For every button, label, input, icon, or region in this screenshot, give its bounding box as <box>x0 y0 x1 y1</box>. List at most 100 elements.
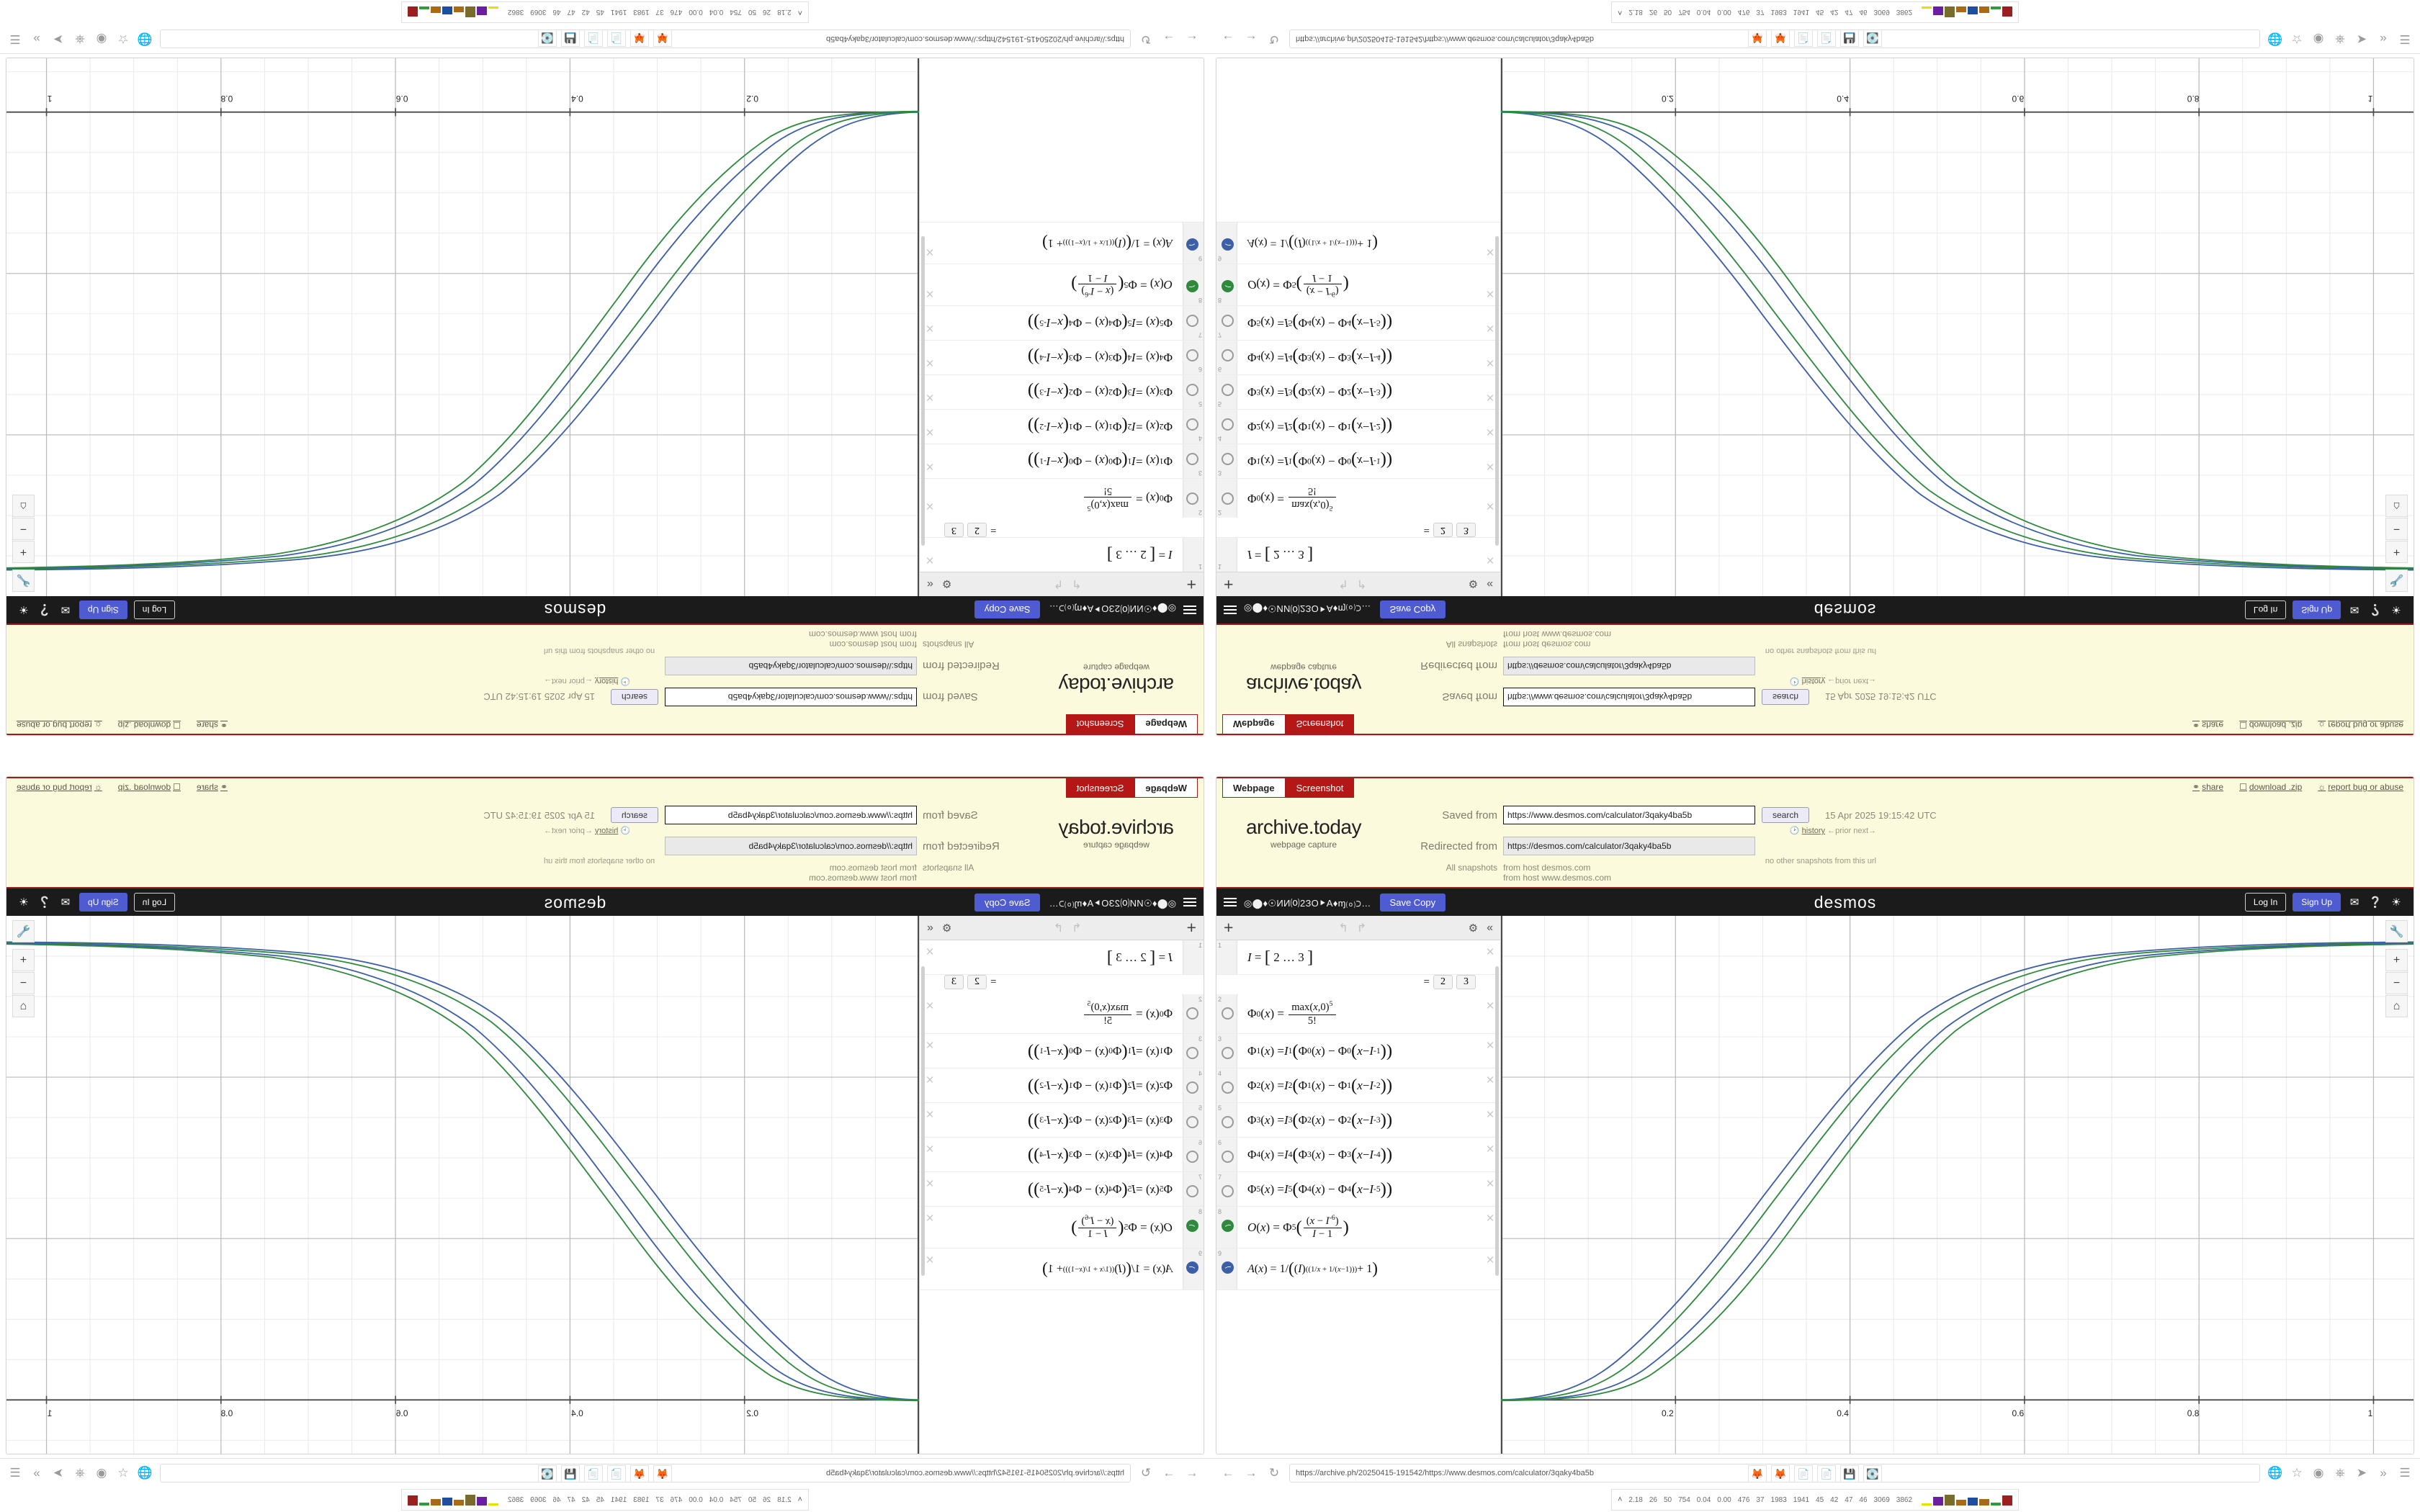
language-globe-icon[interactable]: ☀ <box>19 896 29 909</box>
wrench-icon[interactable]: 🔧 <box>12 920 35 942</box>
graph-title[interactable]: ◎⬤♦☉ИИ⒪2ЗO⯈A♦ɱ⒪⊃… <box>1049 897 1176 909</box>
undo-icon[interactable]: ↰ <box>1063 577 1082 590</box>
expression-scrollbar[interactable] <box>921 236 925 546</box>
star-icon[interactable]: ☆ <box>2291 32 2303 46</box>
expression-math[interactable]: Φ 0(x) = max(x,0)5 5! <box>1237 994 1480 1033</box>
hamburger-menu-icon[interactable]: ☰ <box>2399 1466 2411 1480</box>
delete-expression-icon[interactable]: × <box>1486 1253 1494 1269</box>
share-icon[interactable]: ✉ <box>60 896 71 909</box>
hamburger-menu-icon[interactable] <box>1216 606 1244 614</box>
zoom-in-button[interactable]: + <box>12 949 35 971</box>
expression-row[interactable]: 3 Φ 1(x) = I 1(Φ 0(x) − Φ 0(x − I -1)) × <box>1216 1034 1500 1069</box>
plot-toggle-blue[interactable] <box>1186 1261 1199 1274</box>
gear-icon[interactable]: ⚙ <box>941 922 952 935</box>
taskbar-item-floppy-blue[interactable]: 💾 <box>1840 1465 1859 1482</box>
taskbar-item-firefox[interactable]: 🦊 <box>630 30 649 47</box>
translate-icon[interactable]: 🌐 <box>137 32 153 46</box>
expression-math[interactable]: O(x) = Φ 5( (x − I-6) I − 1 ) <box>1247 1213 1349 1241</box>
expression-row[interactable]: 5 Φ 3(x) = I 3(Φ 2(x) − Φ 2(x − I -3)) × <box>1216 1103 1500 1138</box>
expression-math[interactable]: Φ 2(x) = I 2(Φ 1(x) − Φ 1(x − I -2)) <box>1247 417 1393 437</box>
expression-row[interactable]: 4 Φ 2(x) = I 2(Φ 1(x) − Φ 1(x − I -2)) × <box>920 1068 1204 1104</box>
archive-tab-webpage[interactable]: Webpage <box>1134 714 1198 734</box>
language-globe-icon[interactable]: ☀ <box>2391 603 2401 616</box>
collapse-chevrons-icon[interactable]: « <box>927 921 933 934</box>
taskbar-item-floppy-green[interactable]: 💽 <box>538 1465 557 1482</box>
sign-up-button[interactable]: Sign Up <box>2293 600 2341 619</box>
share-icon[interactable]: ✉ <box>2349 603 2360 616</box>
download-zip-link[interactable]: ☐download .zip <box>117 782 181 792</box>
translate-icon[interactable]: 🌐 <box>2267 32 2283 46</box>
collapse-chevrons-icon[interactable]: « <box>1487 578 1493 591</box>
translate-icon[interactable]: 🌐 <box>2267 1466 2283 1480</box>
expression-math[interactable]: Φ 2(x) = I 2(Φ 1(x) − Φ 1(x − I -2)) <box>1027 417 1173 437</box>
forward-arrow-icon[interactable]: → <box>1245 32 1258 46</box>
delete-expression-icon[interactable]: × <box>1486 1176 1494 1192</box>
plot-toggle-circle[interactable] <box>1186 1116 1199 1129</box>
expression-math[interactable]: Φ 5(x) = I 5(Φ 4(x) − Φ 4(x − I -5)) <box>1247 313 1393 333</box>
expression-math[interactable]: Φ 2(x) = I 2(Φ 1(x) − Φ 1(x − I -2)) <box>1247 1075 1393 1095</box>
graph-canvas[interactable]: 0.2 0.4 0.6 0.8 1 🔧 + − ⌂ <box>6 58 919 596</box>
download-zip-link[interactable]: ☐download .zip <box>2239 720 2303 730</box>
share-link[interactable]: ⚭share <box>196 782 228 792</box>
next-link[interactable]: next→ <box>544 677 567 685</box>
container-tab-icon[interactable]: ◉ <box>96 32 107 46</box>
expression-row[interactable]: 1 I = [ 2 … 3 ] × <box>1216 537 1500 572</box>
expression-row[interactable]: 9 A(x) = 1/(( I ) ((1/x + 1/(x−1))) + 1) … <box>920 1248 1204 1291</box>
chevron-right-icon[interactable]: » <box>33 32 40 46</box>
expression-row[interactable]: 8 O(x) = Φ 5( (x − I-6) I − 1 ) × <box>1216 1207 1500 1249</box>
zoom-out-button[interactable]: − <box>12 972 35 994</box>
expression-math[interactable]: Φ 4(x) = I 4(Φ 3(x) − Φ 3(x − I -4)) <box>1247 348 1393 368</box>
expression-math[interactable]: Φ 0(x) = max(x,0)5 5! <box>1237 479 1480 518</box>
tray-expand-caret[interactable]: ˄ <box>1617 1495 1623 1504</box>
taskbar-item-floppy-green[interactable]: 💽 <box>1863 1465 1882 1482</box>
save-copy-button[interactable]: Save Copy <box>1379 600 1446 619</box>
extensions-icon[interactable]: ➤ <box>53 32 64 46</box>
home-icon[interactable]: ⌂ <box>12 995 35 1017</box>
expression-row[interactable]: 6 Φ 4(x) = I 4(Φ 3(x) − Φ 3(x − I -4)) × <box>920 1138 1204 1173</box>
shield-icon[interactable]: ⎈ <box>75 1466 85 1480</box>
expression-math[interactable]: A(x) = 1/(( I ) ((1/x + 1/(x−1))) + 1) <box>1247 233 1378 253</box>
chevron-right-icon[interactable]: » <box>2380 32 2387 46</box>
next-link[interactable]: next→ <box>1853 677 1876 685</box>
reload-icon[interactable]: ↻ <box>1268 1466 1280 1480</box>
history-link[interactable]: history <box>594 827 619 835</box>
taskbar-item-editor[interactable]: 📄 <box>1817 30 1836 47</box>
taskbar-item-floppy-blue[interactable]: 💾 <box>561 1465 580 1482</box>
expression-math[interactable]: O(x) = Φ 5( (x − I-6) I − 1 ) <box>1071 1213 1173 1241</box>
taskbar-item-floppy-blue[interactable]: 💾 <box>561 30 580 47</box>
expression-row[interactable]: 3 Φ 1(x) = I 1(Φ 0(x) − Φ 0(x − I -1)) × <box>1216 443 1500 478</box>
expression-row[interactable]: 3 Φ 1(x) = I 1(Φ 0(x) − Φ 0(x − I -1)) × <box>920 443 1204 478</box>
expression-math[interactable]: Φ 5(x) = I 5(Φ 4(x) − Φ 4(x − I -5)) <box>1027 1179 1173 1199</box>
save-copy-button[interactable]: Save Copy <box>974 600 1041 619</box>
log-in-button[interactable]: Log In <box>133 893 176 912</box>
expression-row[interactable]: 7 Φ 5(x) = I 5(Φ 4(x) − Φ 4(x − I -5)) × <box>920 1172 1204 1207</box>
taskbar-item-editor[interactable]: 📄 <box>1794 30 1813 47</box>
prior-link[interactable]: ←prior <box>568 827 593 835</box>
expression-math[interactable]: Φ 1(x) = I 1(Φ 0(x) − Φ 0(x − I -1)) <box>1247 1040 1393 1061</box>
report-bug-link[interactable]: ☼report bug or abuse <box>17 720 102 730</box>
chevron-right-icon[interactable]: » <box>2380 1466 2387 1480</box>
plot-toggle-circle[interactable] <box>1221 1007 1234 1020</box>
taskbar-item-floppy-blue[interactable]: 💾 <box>1840 30 1859 47</box>
hamburger-menu-icon[interactable] <box>1176 606 1204 614</box>
add-expression-button[interactable]: + <box>1224 575 1234 594</box>
history-link[interactable]: history <box>1801 677 1826 685</box>
expression-math[interactable]: Φ 5(x) = I 5(Φ 4(x) − Φ 4(x − I -5)) <box>1247 1179 1393 1199</box>
snapshot-host-2[interactable]: from host www.desmos.com <box>808 629 917 639</box>
plot-toggle-green[interactable] <box>1186 279 1199 292</box>
log-in-button[interactable]: Log In <box>2244 893 2287 912</box>
plot-toggle-circle[interactable] <box>1186 452 1199 465</box>
shield-icon[interactable]: ⎈ <box>75 32 85 46</box>
graph-title[interactable]: ◎⬤♦☉ИИ⒪2ЗO⯈A♦ɱ⒪⊃… <box>1244 897 1371 909</box>
sign-up-button[interactable]: Sign Up <box>2293 893 2341 912</box>
snapshot-host-1[interactable]: from host desmos.com <box>1503 863 1591 873</box>
expression-row[interactable]: 2 Φ 0(x) = max(x,0)5 5! × <box>920 994 1204 1035</box>
reload-icon[interactable]: ↻ <box>1140 1466 1152 1480</box>
prior-link[interactable]: ←prior <box>1827 677 1852 685</box>
expression-row[interactable]: 4 Φ 2(x) = I 2(Φ 1(x) − Φ 1(x − I -2)) × <box>1216 408 1500 444</box>
archive-search-button[interactable]: search <box>1762 689 1810 705</box>
archive-tab-webpage[interactable]: Webpage <box>1134 778 1198 798</box>
expression-math[interactable]: Φ 1(x) = I 1(Φ 0(x) − Φ 0(x − I -1)) <box>1027 451 1173 472</box>
home-icon[interactable]: ⌂ <box>2385 995 2408 1017</box>
add-expression-button[interactable]: + <box>1186 575 1196 594</box>
